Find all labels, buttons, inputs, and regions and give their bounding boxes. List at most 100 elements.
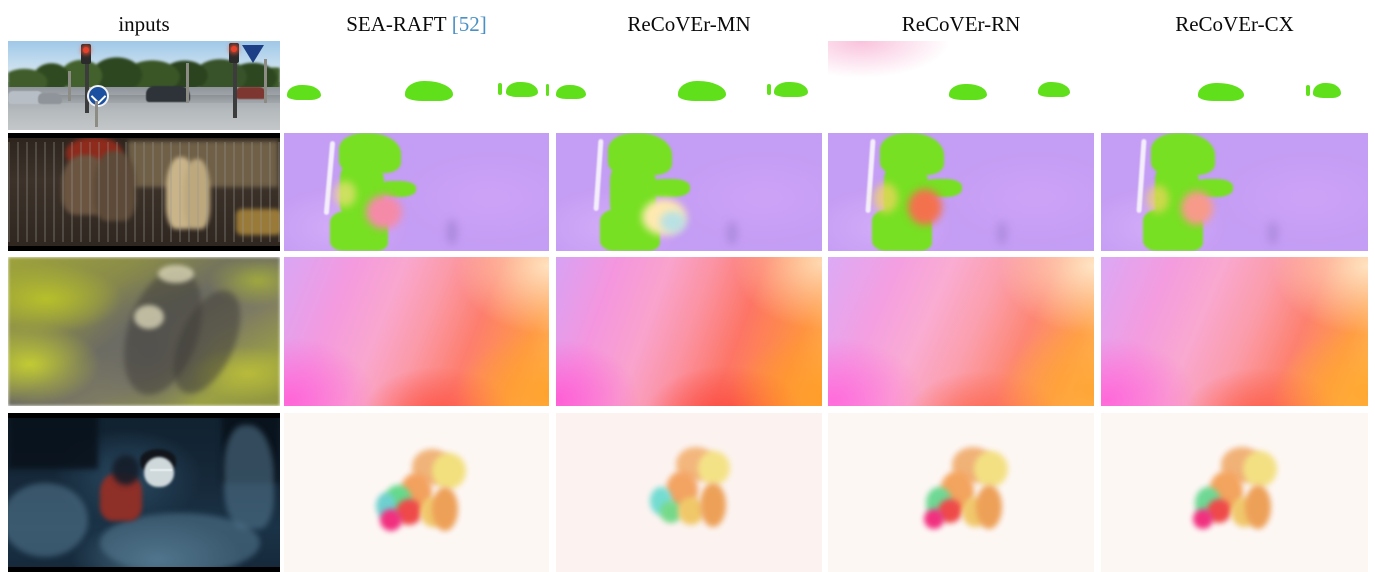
flow-blob-sliver-1 [1306,85,1310,96]
triangular-road-sign [242,45,264,63]
flow-sea-raft-row-cave [284,413,549,572]
flow-recover-mn-row-rock [556,257,822,406]
flow-salmon-region [1181,191,1213,225]
input-image-row-rock [8,257,280,406]
flow-cyan-region [660,211,686,233]
letterbox-bar-top [8,413,280,418]
flow-canvas [284,41,549,130]
flow-blob-car-2 [678,81,726,101]
flow-recover-cx-row-traffic [1101,41,1368,130]
flow-small-artifact [996,221,1008,245]
flow-blob-yellow [974,451,1008,487]
flow-small-artifact [726,221,738,245]
moving-car-center [146,86,190,102]
column-title-recover-mn: ReCoVEr-MN [627,12,751,36]
cave-scene [8,413,280,572]
flow-blob-car-1 [949,84,987,100]
flow-blob-car-1 [1198,83,1244,101]
flow-blob-car-2 [405,81,453,101]
fence-bars [8,142,280,242]
flow-blob-green [660,501,682,523]
flow-yellow-region [1147,185,1169,213]
flow-canvas [556,41,822,130]
flow-small-artifact [446,219,458,245]
flow-yellow-region [874,183,898,213]
flow-canvas [1101,413,1368,572]
flow-sea-raft-row-traffic [284,41,549,130]
flow-figure-arm [646,179,690,197]
flow-small-artifact [1267,221,1279,245]
flow-blob-sliver-1 [498,83,502,95]
traffic-light-red-lamp-left [83,47,89,53]
rock-highlight-1 [134,305,164,329]
flow-recover-cx-row-sintel [1101,133,1368,251]
flow-canvas [284,413,549,572]
flow-recover-cx-row-rock [1101,257,1368,406]
flow-pink-haze-artifact [828,41,948,77]
flow-sea-raft-row-rock [284,257,549,406]
flow-canvas [828,413,1094,572]
flow-recover-mn-row-traffic [556,41,822,130]
flow-recover-mn-row-sintel [556,133,822,251]
character-companion [112,455,140,485]
flow-recover-rn-row-traffic [828,41,1094,130]
flow-blob-yellow [432,453,466,489]
cave-rock-left [8,483,88,557]
pole-right [264,59,267,103]
flow-blob-arm [700,483,726,527]
input-image-row-traffic [8,41,280,130]
character-face [144,457,174,487]
cave-rock-right [224,425,274,529]
flow-blob-magenta [380,509,402,531]
flow-canvas [284,133,549,251]
flow-blob-leg [678,497,704,525]
flow-blob-car-2 [1038,82,1070,97]
column-title-sea-raft: SEA-RAFT [52] [284,11,549,37]
flow-canvas [828,133,1094,251]
column-title-recover-rn: ReCoVEr-RN [901,12,1021,36]
traffic-light-pole-left [85,51,89,113]
flow-sea-raft-row-sintel [284,133,549,251]
flow-blob-car-3 [774,82,808,97]
flow-canvas [284,257,549,406]
parked-car-left [8,91,44,104]
flow-figure-arm [376,181,416,197]
flow-yellow-region [334,181,356,207]
input-image-row-cave [8,413,280,572]
flow-blob-magenta [924,509,944,529]
character-center [94,151,136,221]
column-title-sea-raft-label: SEA-RAFT [346,12,447,36]
flow-blob-arm [976,485,1002,529]
flow-blob-arm [1245,485,1271,529]
flow-recover-rn-row-rock [828,257,1094,406]
flow-canvas [556,133,822,251]
cave-rock-foreground [100,513,260,572]
rock-highlight-2 [158,265,194,283]
blue-direction-sign [87,85,109,107]
character-glasses [150,469,172,471]
pole-mid [186,63,189,103]
traffic-light-head-left [81,44,91,64]
traffic-light-pole-right [233,50,237,118]
flow-recover-rn-row-cave [828,413,1094,572]
fence-scene [8,133,280,251]
flow-recover-rn-row-sintel [828,133,1094,251]
rock-detail-layer [8,257,280,406]
flow-blob-magenta [1193,509,1213,529]
flow-blob-car-2 [1313,83,1341,98]
flow-recover-mn-row-cave [556,413,822,572]
street-scene [8,41,280,130]
flow-pink-region [366,195,402,229]
flow-blob-car-3 [506,82,538,97]
flow-canvas [828,41,1094,130]
flow-canvas [556,413,822,572]
citation-ref-52: [52] [451,12,487,36]
letterbox-bar-bottom [8,567,280,572]
flow-blob-car-1 [556,85,586,99]
car-right [236,87,266,99]
flow-canvas [1101,257,1368,406]
flow-canvas [1101,41,1368,130]
cave-shadow-topleft [8,413,98,469]
blue-sign-pole [95,101,98,127]
